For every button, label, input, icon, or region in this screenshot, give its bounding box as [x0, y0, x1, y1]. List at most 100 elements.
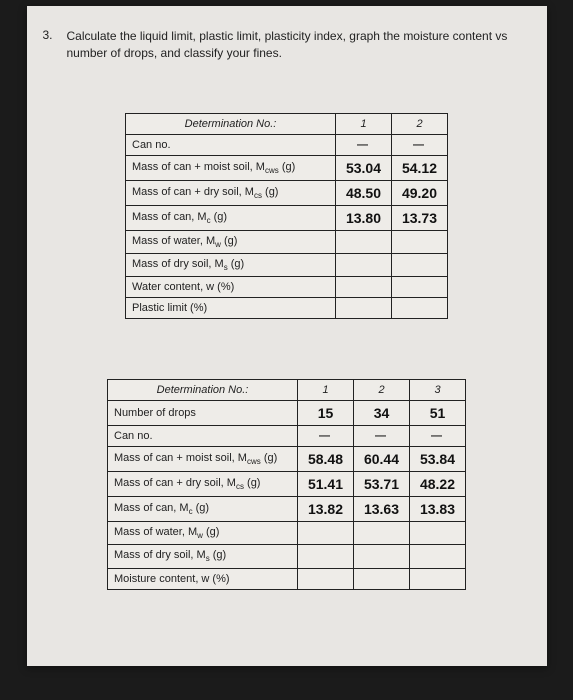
cell-label: Mass of can, M	[114, 502, 189, 514]
table-row: Mass of can, Mc (g) 13.80 13.73	[126, 205, 448, 230]
unit: (g)	[213, 549, 226, 561]
unit: (g)	[206, 526, 219, 538]
cell-label: Water content, w (%)	[132, 281, 234, 293]
cell-value: 48.50	[336, 180, 392, 205]
t2-header-col2: 2	[354, 380, 410, 401]
unit: (g)	[214, 211, 227, 223]
unit: (g)	[282, 161, 295, 173]
subscript: w	[197, 531, 203, 540]
cell-label: Mass of can + moist soil, M	[114, 452, 247, 464]
subscript: cs	[254, 191, 262, 200]
cell-value: 49.20	[392, 180, 448, 205]
cell-value	[336, 253, 392, 276]
cell-label: Mass of water, M	[114, 526, 197, 538]
cell-value: 53.71	[354, 472, 410, 497]
subscript: c	[207, 216, 211, 225]
cell-value: 51.41	[298, 472, 354, 497]
cell-label: Mass of can + dry soil, M	[132, 186, 254, 198]
cell-value: —	[410, 426, 466, 447]
cell-label: Can no.	[132, 139, 171, 151]
table-row: Mass of water, Mw (g)	[108, 522, 466, 545]
cell-value: 53.84	[410, 447, 466, 472]
cell-value: 13.80	[336, 205, 392, 230]
cell-value	[298, 545, 354, 568]
cell-value: 48.22	[410, 472, 466, 497]
cell-value: 13.63	[354, 497, 410, 522]
cell-value: 13.82	[298, 497, 354, 522]
table-row: Mass of dry soil, Ms (g)	[126, 253, 448, 276]
cell-value: 60.44	[354, 447, 410, 472]
cell-label: Mass of can + moist soil, M	[132, 161, 265, 173]
document-page: 3. Calculate the liquid limit, plastic l…	[27, 6, 547, 666]
cell-value	[410, 568, 466, 589]
subscript: c	[189, 507, 193, 516]
cell-label: Number of drops	[114, 407, 196, 419]
table-row: Mass of can, Mc (g) 13.82 13.63 13.83	[108, 497, 466, 522]
cell-value: —	[354, 426, 410, 447]
cell-label: Moisture content, w (%)	[114, 573, 230, 585]
cell-value: 51	[410, 401, 466, 426]
cell-value	[392, 277, 448, 298]
cell-value: 15	[298, 401, 354, 426]
table-row: Plastic limit (%)	[126, 298, 448, 319]
cell-label: Plastic limit (%)	[132, 302, 207, 314]
cell-value	[336, 277, 392, 298]
cell-value	[392, 253, 448, 276]
table-row: Moisture content, w (%)	[108, 568, 466, 589]
cell-value	[336, 230, 392, 253]
cell-value: 13.83	[410, 497, 466, 522]
cell-label: Mass of can, M	[132, 211, 207, 223]
cell-value	[392, 298, 448, 319]
t1-header-col1: 1	[336, 113, 392, 134]
cell-value	[354, 568, 410, 589]
table-row: Number of drops 15 34 51	[108, 401, 466, 426]
liquid-limit-table: Determination No.: 1 2 3 Number of drops…	[107, 379, 466, 589]
cell-label: Mass of dry soil, M	[132, 258, 224, 270]
cell-value: —	[336, 134, 392, 155]
subscript: cws	[247, 457, 261, 466]
table-row: Mass of can + dry soil, Mcs (g) 48.50 49…	[126, 180, 448, 205]
unit: (g)	[265, 186, 278, 198]
cell-value	[354, 545, 410, 568]
table-row: Mass of dry soil, Ms (g)	[108, 545, 466, 568]
question-number: 3.	[43, 28, 53, 42]
t2-header-col1: 1	[298, 380, 354, 401]
subscript: cs	[236, 482, 244, 491]
cell-value: —	[298, 426, 354, 447]
question-prompt: Calculate the liquid limit, plastic limi…	[67, 28, 517, 63]
table-row: Can no. — — —	[108, 426, 466, 447]
unit: (g)	[224, 235, 237, 247]
cell-value: —	[392, 134, 448, 155]
cell-label: Mass of dry soil, M	[114, 549, 206, 561]
subscript: cws	[265, 166, 279, 175]
plastic-limit-table: Determination No.: 1 2 Can no. — — Mass …	[125, 113, 448, 319]
cell-value	[392, 230, 448, 253]
table-row: Mass of can + moist soil, Mcws (g) 53.04…	[126, 155, 448, 180]
cell-value	[354, 522, 410, 545]
cell-value	[298, 522, 354, 545]
t1-header-title: Determination No.:	[126, 113, 336, 134]
cell-label: Can no.	[114, 430, 153, 442]
cell-value: 54.12	[392, 155, 448, 180]
cell-value	[410, 522, 466, 545]
table-row: Water content, w (%)	[126, 277, 448, 298]
table-row: Mass of water, Mw (g)	[126, 230, 448, 253]
t1-header-col2: 2	[392, 113, 448, 134]
cell-value	[410, 545, 466, 568]
table-row: Mass of can + dry soil, Mcs (g) 51.41 53…	[108, 472, 466, 497]
cell-value: 34	[354, 401, 410, 426]
t2-header-title: Determination No.:	[108, 380, 298, 401]
unit: (g)	[196, 502, 209, 514]
table-row: Can no. — —	[126, 134, 448, 155]
subscript: s	[206, 555, 210, 564]
subscript: w	[215, 240, 221, 249]
subscript: s	[224, 263, 228, 272]
table-row: Mass of can + moist soil, Mcws (g) 58.48…	[108, 447, 466, 472]
cell-value	[298, 568, 354, 589]
cell-value: 58.48	[298, 447, 354, 472]
t2-header-col3: 3	[410, 380, 466, 401]
cell-label: Mass of water, M	[132, 235, 215, 247]
cell-value: 53.04	[336, 155, 392, 180]
cell-value: 13.73	[392, 205, 448, 230]
cell-value	[336, 298, 392, 319]
